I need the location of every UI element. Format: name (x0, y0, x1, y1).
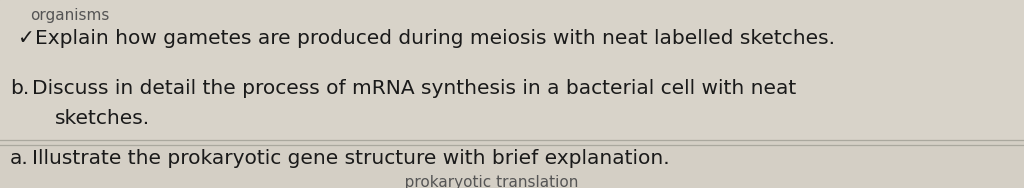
Text: Illustrate the prokaryotic gene structure with brief explanation.: Illustrate the prokaryotic gene structur… (32, 149, 670, 168)
Text: organisms: organisms (30, 8, 110, 23)
Text: ✓: ✓ (18, 29, 35, 48)
Text: a.: a. (10, 149, 29, 168)
Bar (0, 0, 1024, 140)
Text: b.: b. (10, 79, 30, 98)
Text: Discuss in detail the process of mRNA synthesis in a bacterial cell with neat: Discuss in detail the process of mRNA sy… (32, 79, 797, 98)
Text: Explain how gametes are produced during meiosis with neat labelled sketches.: Explain how gametes are produced during … (35, 29, 835, 48)
Text: sketches.: sketches. (55, 108, 151, 127)
Bar (0, 140, 1024, 188)
Text: prokaryotic translation: prokaryotic translation (0, 174, 579, 188)
